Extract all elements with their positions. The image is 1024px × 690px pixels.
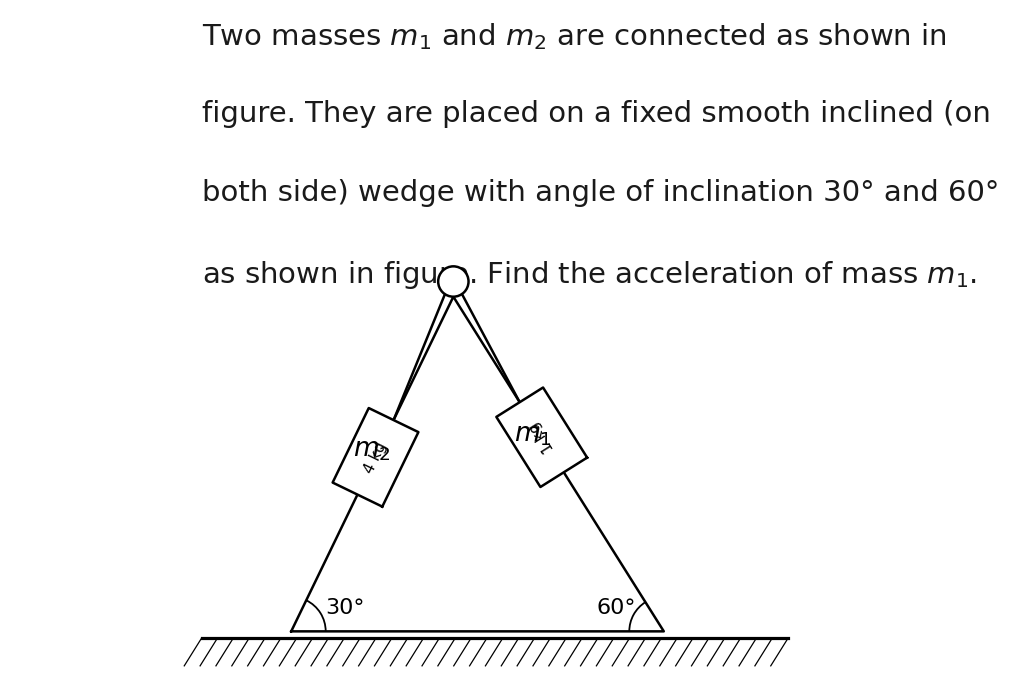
Circle shape xyxy=(438,266,469,297)
Text: Two masses $m_1$ and $m_2$ are connected as shown in: Two masses $m_1$ and $m_2$ are connected… xyxy=(202,21,946,52)
Polygon shape xyxy=(333,408,419,506)
Text: 60°: 60° xyxy=(597,598,636,618)
Polygon shape xyxy=(497,388,587,487)
Text: both side) wedge with angle of inclination 30° and 60°: both side) wedge with angle of inclinati… xyxy=(202,179,998,208)
Text: 4 kg: 4 kg xyxy=(361,439,389,475)
Text: 1 kg: 1 kg xyxy=(526,420,557,455)
Text: $m_2$: $m_2$ xyxy=(353,437,390,464)
Text: $m_1$: $m_1$ xyxy=(514,422,552,448)
Text: 30°: 30° xyxy=(326,598,366,618)
Text: as shown in figure. Find the acceleration of mass $m_1$.: as shown in figure. Find the acceleratio… xyxy=(202,259,977,290)
Text: figure. They are placed on a fixed smooth inclined (on: figure. They are placed on a fixed smoot… xyxy=(202,100,990,128)
